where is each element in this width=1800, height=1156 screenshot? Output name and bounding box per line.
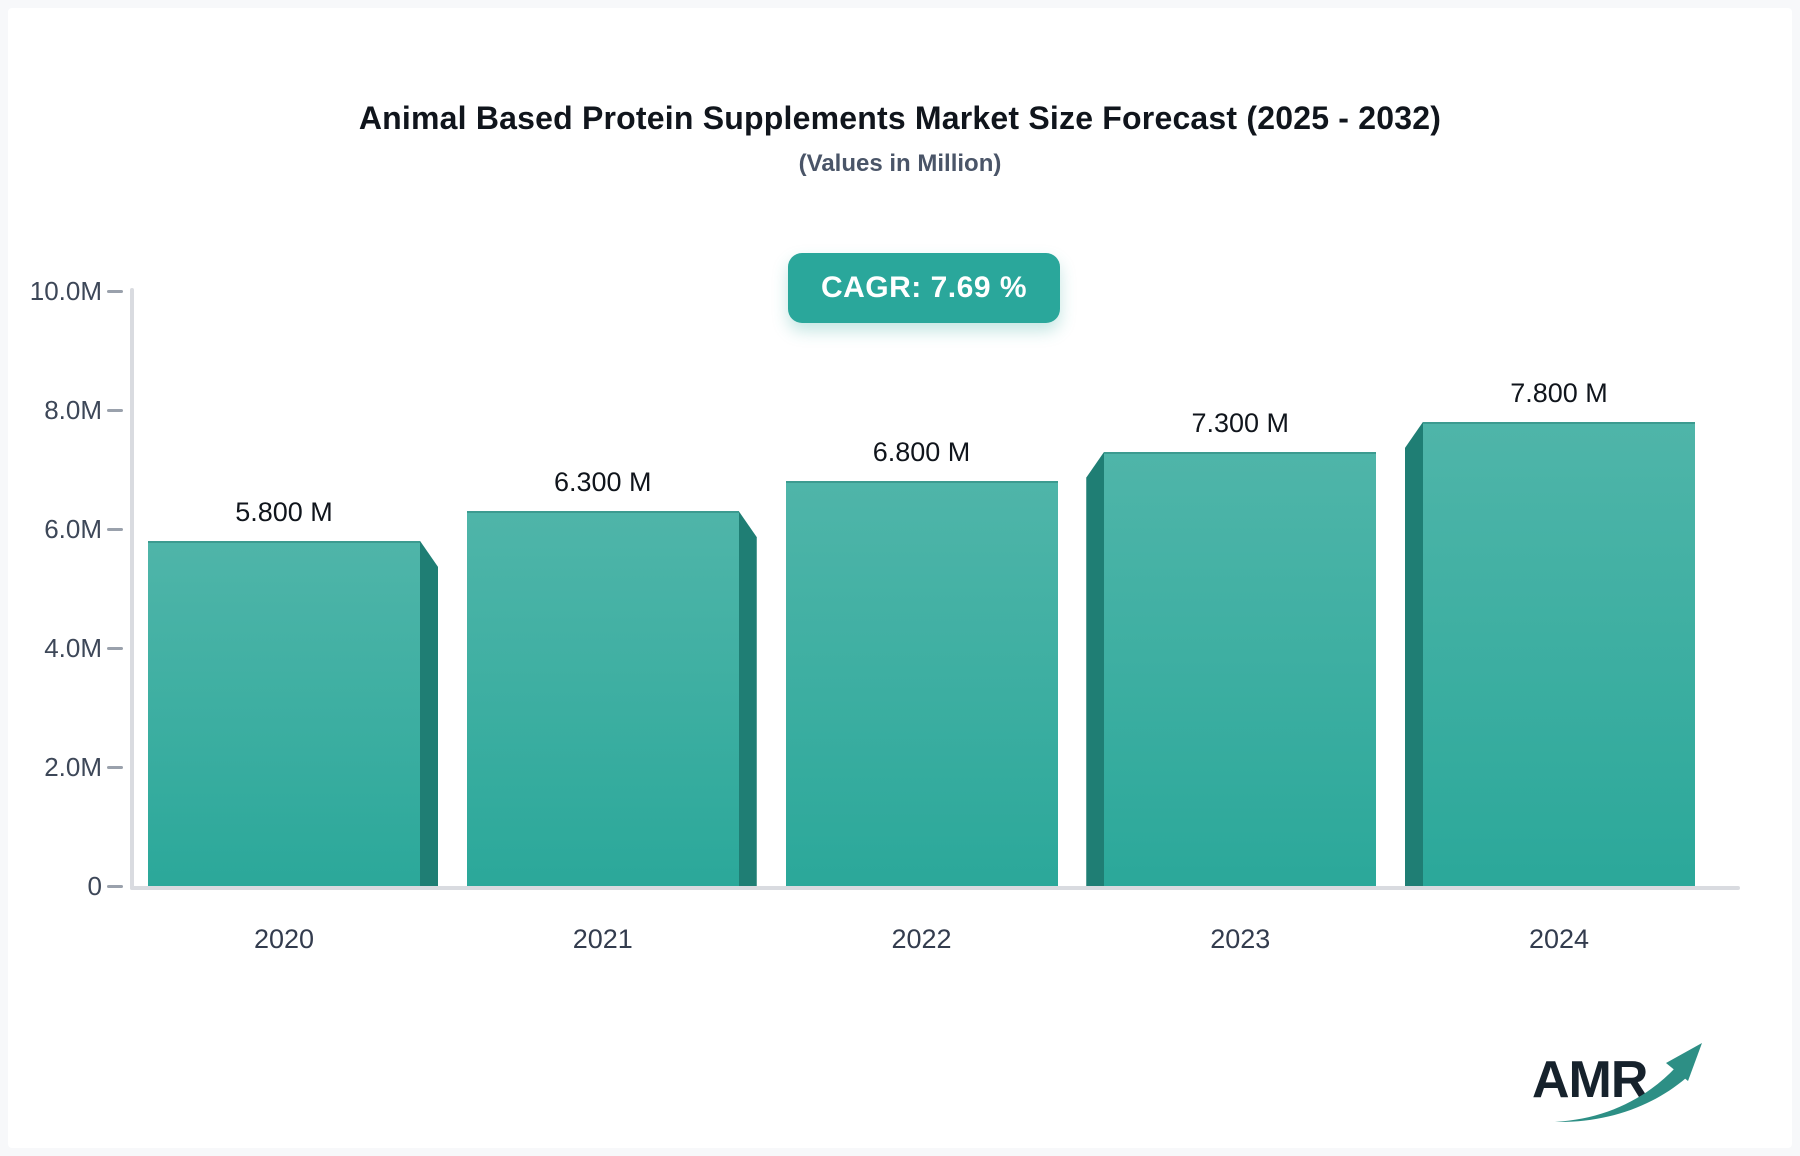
- bar-value-label: 5.800 M: [235, 496, 333, 527]
- bar-2023: [1104, 451, 1377, 886]
- chart-title: Animal Based Protein Supplements Market …: [358, 100, 1442, 136]
- y-axis-tick-mark: [107, 647, 123, 650]
- x-axis-label-2024: 2024: [1528, 924, 1590, 954]
- x-axis-label-2023: 2023: [1210, 924, 1271, 954]
- y-axis-tick-label: 2.0M: [44, 752, 102, 782]
- x-axis: [130, 886, 1740, 890]
- cagr-badge: CAGR: 7.69 %: [788, 253, 1060, 323]
- y-axis-tick-label: 10.0M: [29, 276, 102, 306]
- bar-3d-edge-2023: [1086, 451, 1105, 886]
- x-axis-label-2022: 2022: [891, 924, 952, 954]
- y-axis-tick-label: 8.0M: [44, 395, 102, 425]
- bar-value-label: 6.800 M: [872, 437, 971, 468]
- y-axis-tick-mark: [107, 766, 123, 769]
- bar-2021: [466, 511, 739, 886]
- cagr-badge-label: CAGR: 7.69 %: [820, 271, 1028, 304]
- y-axis-tick-label: 0: [87, 871, 102, 901]
- bar-3d-edge-2020: [420, 540, 438, 886]
- chart-card: Animal Based Protein Supplements Market …: [8, 8, 1792, 1148]
- bar-2024: [1423, 421, 1695, 886]
- amr-logo-text: AMR: [1532, 1051, 1648, 1109]
- y-axis-tick-mark: [107, 528, 123, 531]
- y-axis-tick-mark: [107, 290, 123, 293]
- amr-logo: AMR: [1532, 1043, 1702, 1123]
- bar-2020: [148, 540, 420, 886]
- bar-value-label: 7.800 M: [1510, 377, 1608, 408]
- y-axis-tick-label: 6.0M: [44, 514, 102, 544]
- bar-2022: [785, 481, 1058, 886]
- y-axis-tick-label: 4.0M: [44, 633, 102, 663]
- bar-value-label: 6.300 M: [553, 467, 652, 498]
- y-axis: [130, 288, 134, 890]
- y-axis-tick-mark: [107, 885, 123, 888]
- x-axis-label-2021: 2021: [572, 924, 633, 954]
- bar-3d-edge-2024: [1405, 421, 1423, 886]
- y-axis-tick-mark: [107, 409, 123, 412]
- bar-3d-edge-2021: [738, 511, 757, 886]
- bar-value-label: 7.300 M: [1191, 407, 1290, 438]
- chart-subtitle: (Values in Million): [798, 150, 1002, 177]
- trend-up-arrow-icon: [1555, 1043, 1702, 1123]
- x-axis-label-2020: 2020: [253, 924, 315, 954]
